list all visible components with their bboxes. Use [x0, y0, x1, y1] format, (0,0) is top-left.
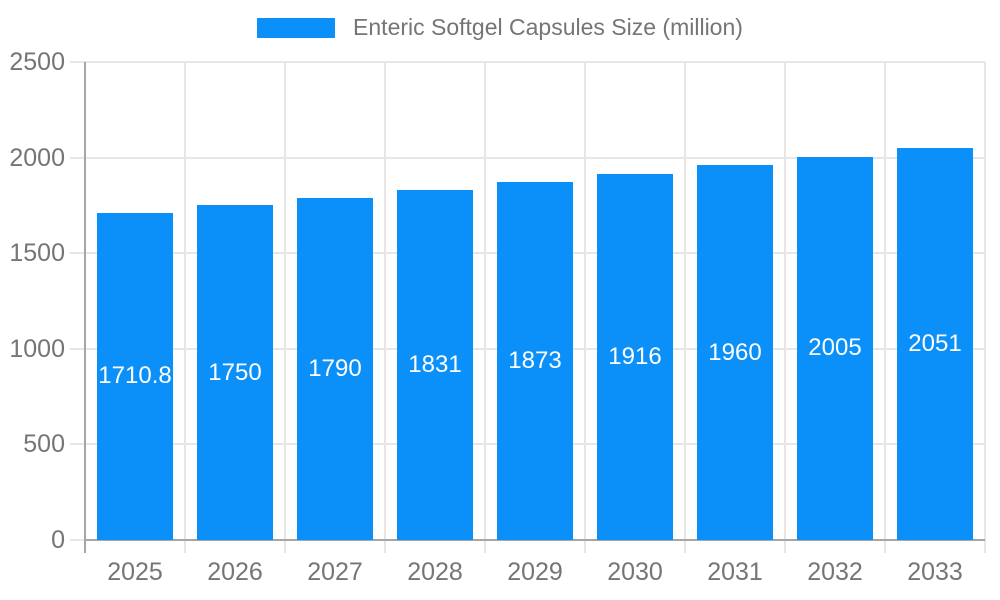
v-gridline [484, 62, 486, 553]
bar-value-label: 1750 [208, 358, 262, 386]
x-tick-label: 2028 [407, 558, 463, 586]
x-tick-label: 2031 [707, 558, 763, 586]
v-gridline [784, 62, 786, 553]
bar [497, 181, 573, 540]
legend: Enteric Softgel Capsules Size (million) [0, 14, 1000, 41]
bar-value-label: 1831 [408, 350, 462, 378]
bar-value-label: 1710.8 [98, 362, 172, 390]
v-gridline [584, 62, 586, 553]
bar [897, 147, 973, 540]
bar-value-label: 1916 [608, 342, 662, 370]
bar [297, 197, 373, 540]
h-gridline [70, 61, 985, 63]
h-gridline [70, 156, 985, 159]
x-tick-label: 2025 [107, 558, 163, 586]
v-gridline [684, 62, 686, 553]
y-tick-label: 0 [51, 526, 65, 554]
bar-value-label: 2005 [808, 334, 862, 362]
y-tick-label: 2500 [9, 48, 65, 76]
x-tick-label: 2026 [207, 558, 263, 586]
v-gridline [184, 62, 186, 553]
x-tick-label: 2030 [607, 558, 663, 586]
v-gridline [984, 62, 986, 553]
x-tick-label: 2027 [307, 558, 363, 586]
y-tick-label: 1500 [9, 239, 65, 268]
bar [797, 156, 873, 540]
x-tick-label: 2033 [907, 558, 963, 586]
y-tick-label: 1000 [9, 334, 65, 363]
bar-value-label: 2051 [908, 329, 962, 357]
bar-value-label: 1790 [308, 354, 362, 382]
x-axis-line [85, 539, 985, 541]
legend-swatch [257, 17, 336, 38]
y-tick-label: 2000 [9, 143, 65, 172]
x-tick-label: 2032 [807, 558, 863, 586]
bar-value-label: 1960 [708, 338, 762, 366]
bar-value-label: 1873 [508, 346, 562, 374]
y-axis-line [84, 62, 86, 553]
v-gridline [284, 62, 286, 553]
y-zero-tick [70, 539, 85, 541]
bar [397, 189, 473, 540]
y-tick-label: 500 [23, 430, 65, 459]
v-gridline [384, 62, 386, 553]
bar [597, 173, 673, 540]
plot-area: 1710.8 1750 1790 1831 1873 1916 1960 2005 2051 [70, 61, 986, 553]
v-gridline [884, 62, 886, 553]
bar [97, 212, 173, 540]
bar [697, 165, 773, 540]
bar [197, 205, 273, 540]
legend-label: Enteric Softgel Capsules Size (million) [353, 14, 743, 40]
x-tick-label: 2029 [507, 558, 563, 586]
